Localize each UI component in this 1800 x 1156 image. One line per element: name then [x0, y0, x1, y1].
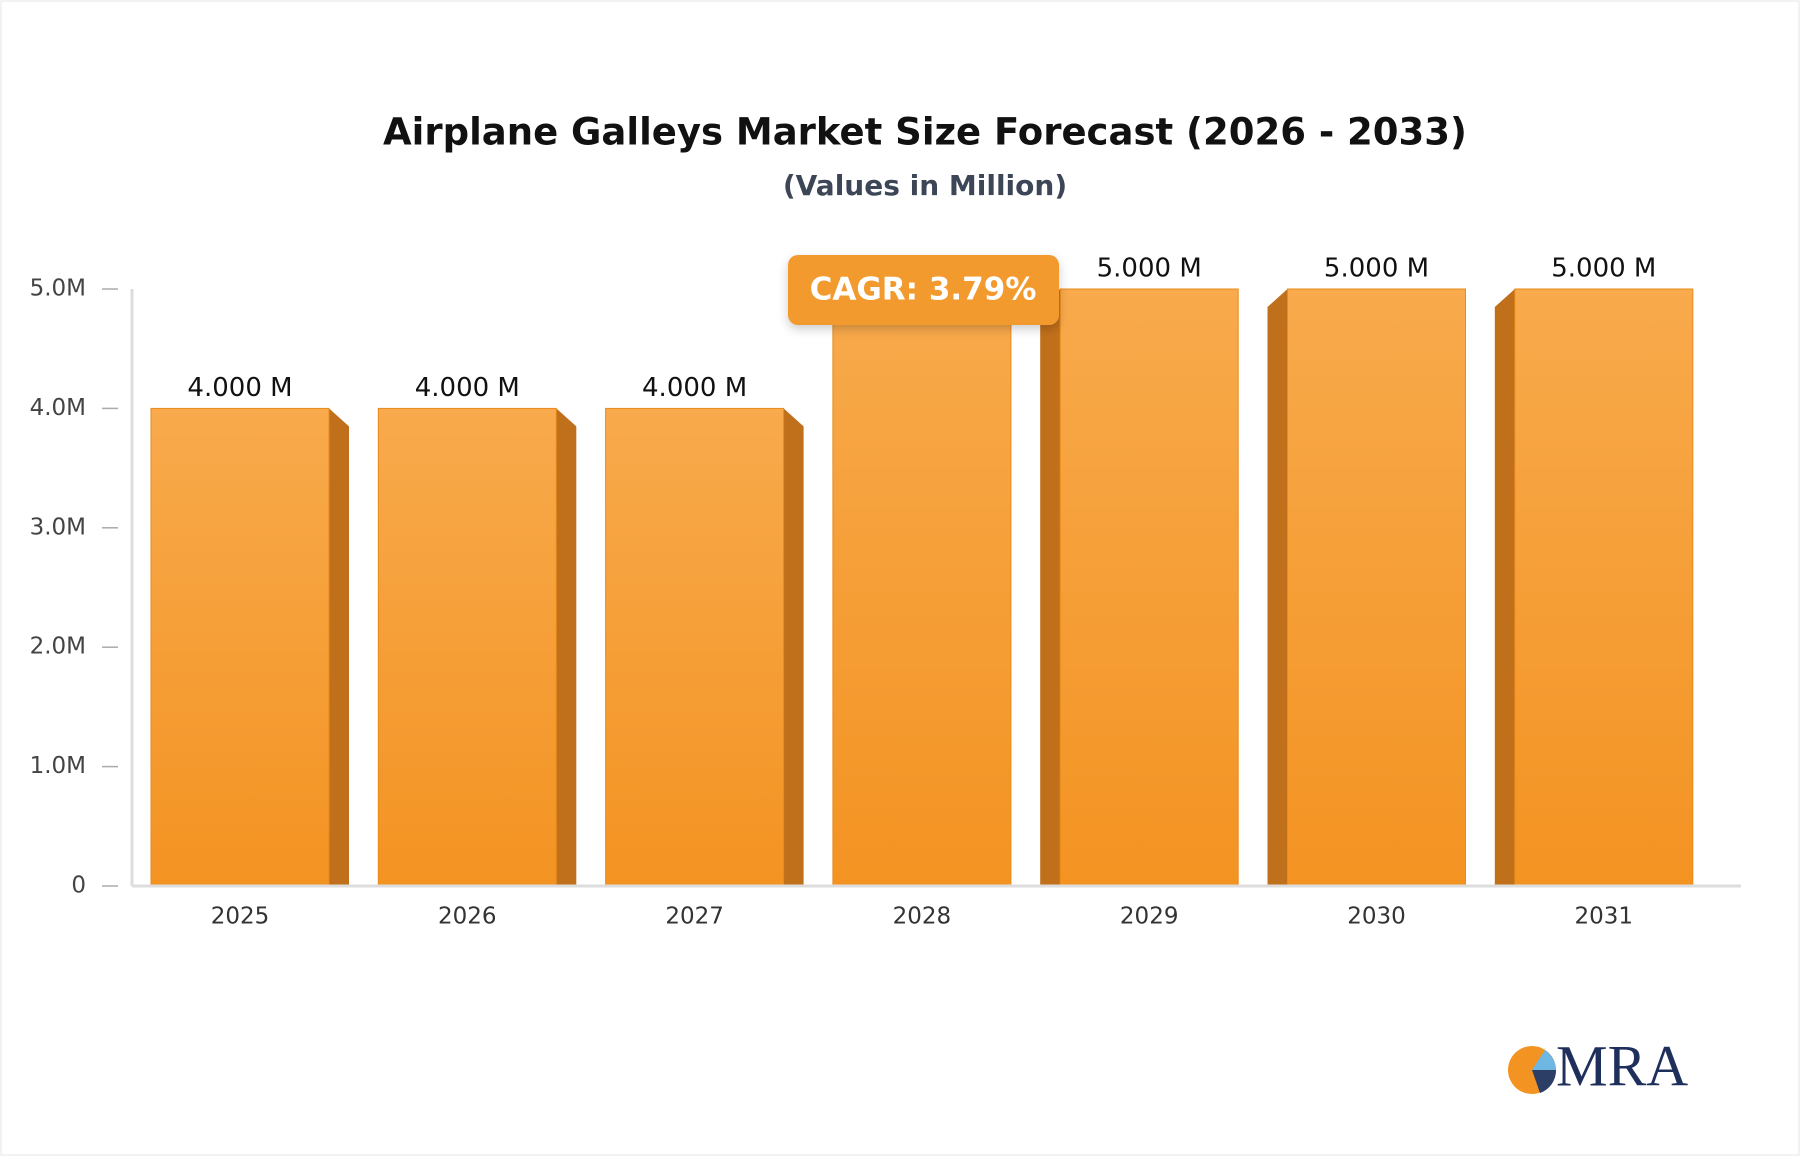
logo: MRA: [1508, 1033, 1688, 1098]
value-label: 5.000 M: [1324, 254, 1429, 284]
y-tick-label: 4.0M: [30, 395, 86, 421]
y-tick-label: 0: [71, 873, 86, 899]
bar: [1514, 288, 1694, 887]
bar: [150, 407, 330, 887]
bar: [377, 407, 557, 887]
bar: [605, 407, 785, 887]
logo-icon-slice: [1532, 1070, 1557, 1093]
x-tick-label: 2029: [1120, 904, 1179, 930]
value-label: 4.000 M: [415, 373, 520, 403]
bar-side: [556, 408, 577, 886]
value-label: 5.000 M: [1551, 254, 1656, 284]
x-tick-label: 2028: [893, 904, 952, 930]
value-label: 4.000 M: [642, 373, 747, 403]
y-tick-label: 3.0M: [30, 514, 86, 540]
bar-side: [1040, 289, 1061, 886]
y-tick-label: 2.0M: [30, 634, 86, 660]
cagr-badge-box: [788, 255, 1059, 325]
bar: [1287, 288, 1466, 887]
bar-side: [329, 408, 349, 886]
chart-subtitle: (Values in Million): [783, 169, 1067, 202]
x-tick-label: 2031: [1575, 904, 1634, 930]
logo-icon-slice: [1532, 1050, 1556, 1070]
y-tick-label: 5.0M: [30, 276, 86, 302]
bar-side: [1267, 289, 1288, 886]
cagr-label: CAGR: 3.79%: [810, 272, 1037, 308]
value-label: 5.000 M: [1097, 254, 1202, 284]
x-tick-label: 2027: [665, 904, 724, 930]
logo-text: MRA: [1556, 1033, 1688, 1098]
x-tick-label: 2026: [438, 904, 497, 930]
cagr-badge: CAGR: 3.79%: [788, 255, 1059, 325]
bar: [832, 288, 1012, 887]
y-tick-label: 1.0M: [30, 753, 86, 779]
value-label: 4.000 M: [187, 373, 292, 403]
bar-side: [783, 408, 804, 886]
bar-side: [1494, 289, 1515, 886]
bar: [1059, 288, 1239, 887]
x-tick-label: 2025: [211, 904, 270, 930]
x-tick-label: 2030: [1347, 904, 1406, 930]
chart-title: Airplane Galleys Market Size Forecast (2…: [383, 111, 1467, 154]
